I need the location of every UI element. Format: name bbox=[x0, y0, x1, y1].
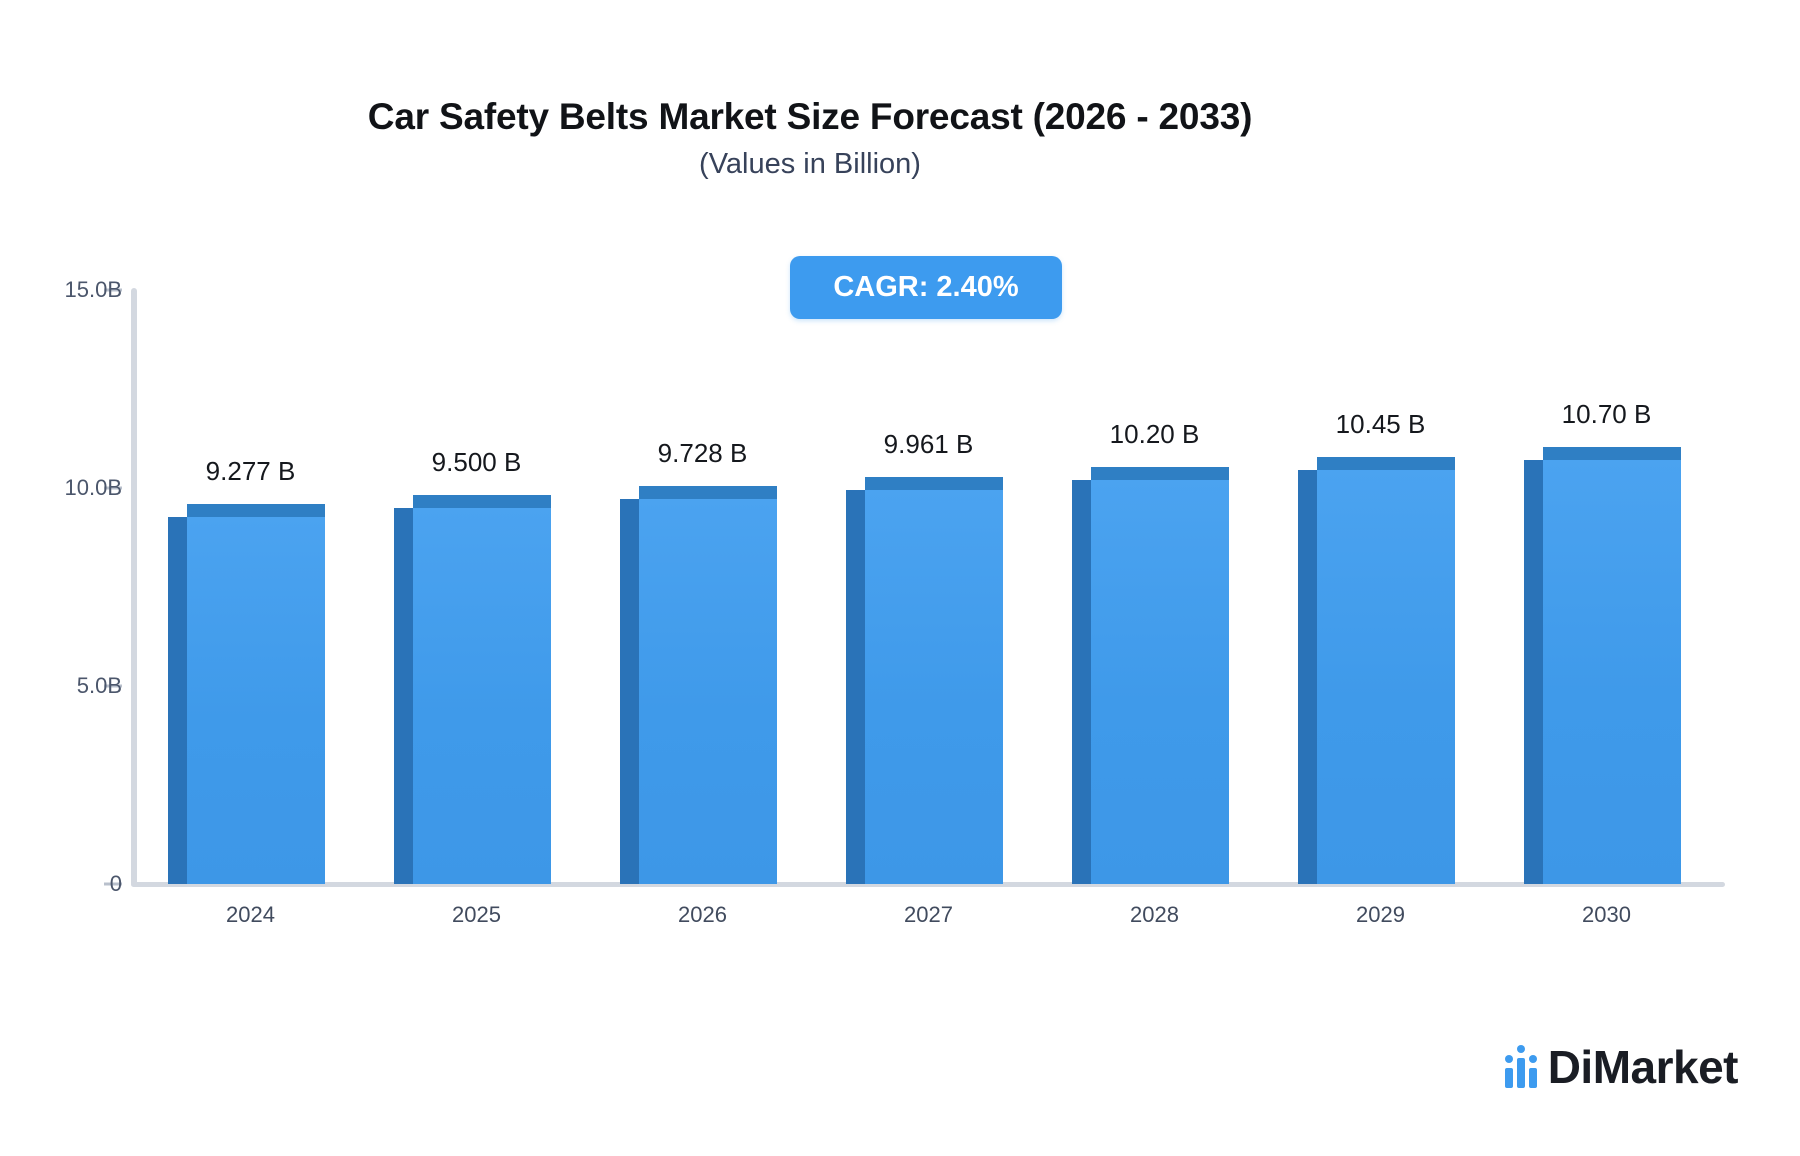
bar-value-label: 10.20 B bbox=[1109, 419, 1200, 449]
logo-bar-1 bbox=[1504, 1055, 1513, 1088]
bar-front-face bbox=[187, 517, 325, 884]
bar-side-face bbox=[1298, 470, 1317, 884]
y-axis-tick-mark bbox=[104, 882, 122, 886]
bar-side-face bbox=[394, 508, 413, 884]
bar-top-face bbox=[187, 504, 325, 517]
bar-front-face bbox=[639, 499, 777, 884]
y-axis-tick-mark bbox=[104, 684, 122, 688]
cagr-badge-label: CAGR: 2.40% bbox=[833, 271, 1019, 303]
bar bbox=[620, 486, 777, 884]
bar bbox=[1298, 457, 1455, 884]
x-axis-tick-label: 2026 bbox=[678, 902, 727, 927]
y-axis-tick-label: 15.0B bbox=[64, 277, 123, 302]
bar-top-face bbox=[1543, 447, 1681, 460]
bar bbox=[394, 495, 551, 884]
bar-side-face bbox=[1524, 460, 1543, 884]
bar-value-label: 9.728 B bbox=[657, 438, 748, 468]
bar bbox=[1524, 447, 1681, 884]
y-axis-tick-label: 0 bbox=[109, 871, 122, 896]
bar-side-face bbox=[168, 517, 187, 884]
bar-top-face bbox=[1317, 457, 1455, 470]
x-axis-tick-label: 2027 bbox=[904, 902, 953, 927]
y-axis-tick-label: 5.0B bbox=[76, 673, 122, 698]
bar-value-label: 10.70 B bbox=[1561, 399, 1652, 429]
bar-side-face bbox=[620, 499, 639, 884]
bar-side-face bbox=[846, 490, 865, 884]
x-axis-tick-label: 2028 bbox=[1130, 902, 1179, 927]
bar-top-face bbox=[1091, 467, 1229, 480]
y-axis-tick-mark bbox=[104, 486, 122, 490]
x-axis-tick-label: 2029 bbox=[1356, 902, 1405, 927]
y-axis bbox=[131, 288, 137, 886]
bar-chart-icon bbox=[1504, 1045, 1537, 1088]
bar-value-label: 10.45 B bbox=[1335, 409, 1426, 439]
x-axis bbox=[131, 882, 1725, 887]
bar-value-label: 9.500 B bbox=[431, 447, 522, 477]
cagr-badge: CAGR: 2.40% bbox=[790, 256, 1062, 319]
bar bbox=[846, 477, 1003, 884]
bar bbox=[168, 504, 325, 884]
bar-front-face bbox=[1091, 480, 1229, 884]
bar-side-face bbox=[1072, 480, 1091, 884]
bar-front-face bbox=[1317, 470, 1455, 884]
logo-bar-3 bbox=[1528, 1055, 1537, 1088]
x-axis-tick-label: 2025 bbox=[452, 902, 501, 927]
dimarket-logo: DiMarket bbox=[1504, 1040, 1739, 1094]
bar-top-face bbox=[865, 477, 1003, 490]
bar-value-label: 9.961 B bbox=[883, 429, 974, 459]
bar-front-face bbox=[413, 508, 551, 884]
bar-value-label: 9.277 B bbox=[205, 456, 296, 486]
chart-subtitle: (Values in Billion) bbox=[699, 148, 921, 180]
bar-top-face bbox=[639, 486, 777, 499]
bar-front-face bbox=[865, 490, 1003, 884]
bar-top-face bbox=[413, 495, 551, 508]
x-axis-tick-label: 2024 bbox=[226, 902, 275, 927]
y-axis-tick-label: 10.0B bbox=[64, 475, 123, 500]
chart-title: Car Safety Belts Market Size Forecast (2… bbox=[367, 96, 1253, 137]
bar bbox=[1072, 467, 1229, 884]
y-axis-tick-mark bbox=[104, 288, 122, 292]
logo-bar-2 bbox=[1516, 1045, 1525, 1088]
x-axis-tick-label: 2030 bbox=[1582, 902, 1631, 927]
bar-front-face bbox=[1543, 460, 1681, 884]
logo-text: DiMarket bbox=[1547, 1041, 1739, 1093]
